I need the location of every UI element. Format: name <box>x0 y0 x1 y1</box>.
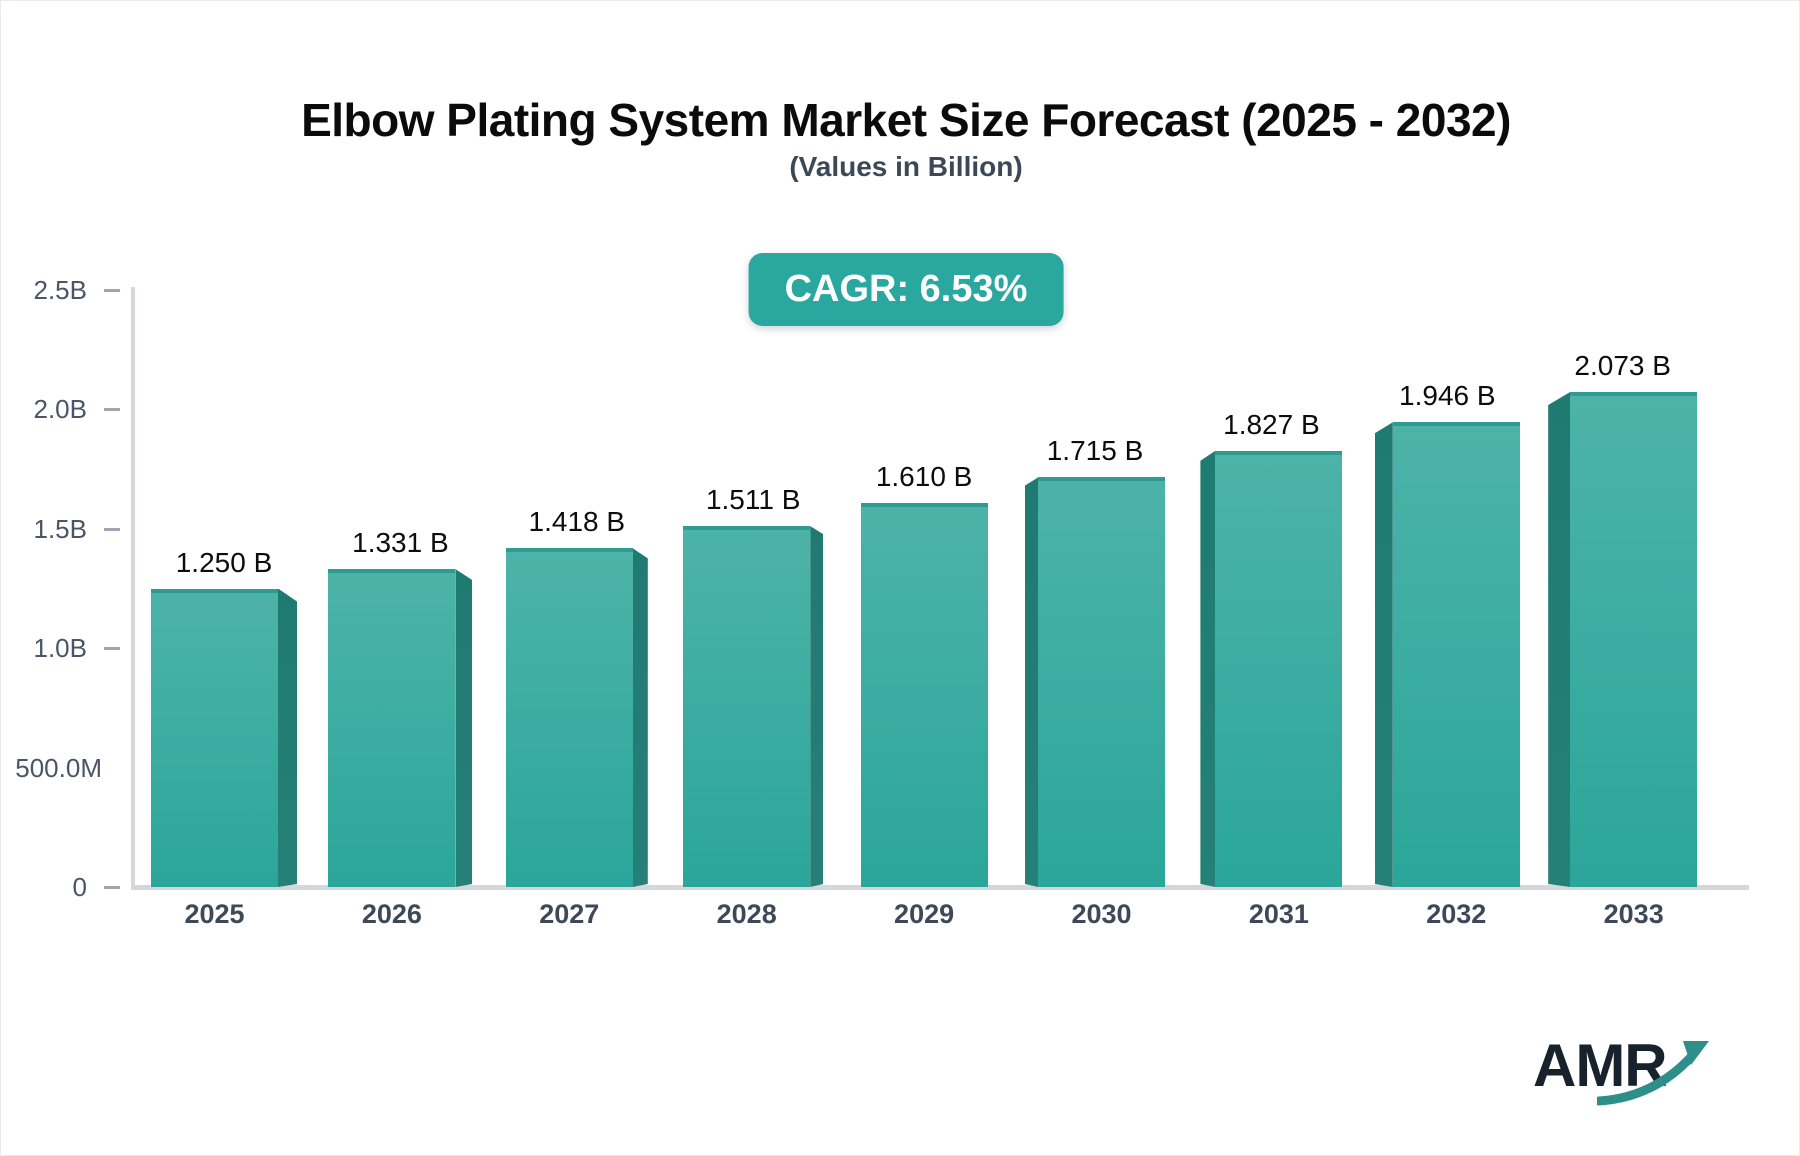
bar-value-label: 1.946 B <box>1399 380 1496 412</box>
bar-side-face <box>1200 450 1216 887</box>
bar-front-face <box>683 526 811 887</box>
y-tick-label: 2.5B <box>33 275 88 305</box>
bar-side-face <box>1374 422 1393 887</box>
bar-value-label: 1.418 B <box>528 506 626 538</box>
bar-side-face <box>810 526 824 887</box>
x-tick-label-2025: 2025 <box>184 899 245 929</box>
bar-side-face <box>1025 477 1038 887</box>
x-tick-label-2026: 2026 <box>361 899 422 929</box>
cagr-badge: CAGR: 6.53% <box>748 253 1064 326</box>
bar-front-face <box>1392 422 1520 887</box>
x-tick-label-2027: 2027 <box>539 899 600 929</box>
x-tick-label-2029: 2029 <box>894 899 955 929</box>
amr-logo: AMR <box>1533 1031 1723 1111</box>
chart-subtitle: (Values in Billion) <box>789 151 1023 182</box>
bar-side-face <box>278 588 297 887</box>
bar-2033 <box>1548 391 1698 887</box>
bar-front-face <box>328 569 456 887</box>
y-axis-line <box>131 287 135 887</box>
bar-side-face <box>1548 391 1571 887</box>
bar-front-face <box>1570 391 1698 887</box>
bar-front-face <box>860 502 988 887</box>
y-tick-dash <box>104 408 120 412</box>
trend-arrow-icon <box>1597 1041 1709 1106</box>
bar-value-label: 1.715 B <box>1046 435 1144 467</box>
x-tick-label-2032: 2032 <box>1426 899 1487 929</box>
bar-front-face <box>505 548 633 887</box>
x-tick-label-2028: 2028 <box>716 899 777 929</box>
bar-value-label: 1.331 B <box>352 527 449 559</box>
bar-value-label: 2.073 B <box>1574 349 1671 381</box>
y-tick-dash <box>104 886 120 889</box>
bar-value-label: 1.827 B <box>1223 408 1320 440</box>
x-tick-label-2033: 2033 <box>1603 899 1664 929</box>
bar-2027 <box>505 548 648 887</box>
bar-2028 <box>683 526 824 887</box>
bar-value-label: 1.250 B <box>175 546 273 578</box>
x-tick-label-2031: 2031 <box>1248 899 1309 929</box>
x-tick-label-2030: 2030 <box>1071 899 1132 929</box>
bar-2030 <box>1025 477 1165 887</box>
bar-front-face <box>1215 450 1343 887</box>
bar-2031 <box>1200 450 1343 887</box>
y-tick-label: 1.5B <box>33 513 88 544</box>
y-tick-dash <box>104 527 120 531</box>
y-tick-label: 2.0B <box>33 394 88 425</box>
bar-side-face <box>632 548 648 887</box>
bar-front-face <box>1038 477 1165 887</box>
y-tick-dash <box>104 289 120 292</box>
y-tick-dash <box>104 647 120 651</box>
bar-side-face <box>455 569 473 887</box>
x-axis-line <box>131 885 1749 890</box>
bar-value-label: 1.511 B <box>705 484 801 516</box>
bar-2032 <box>1374 422 1520 887</box>
chart-title: Elbow Plating System Market Size Forecas… <box>301 94 1511 146</box>
y-tick-label: 1.0B <box>33 633 88 664</box>
bar-2025 <box>151 588 297 887</box>
bar-2026 <box>328 569 473 887</box>
bar-2029 <box>860 502 988 887</box>
bar-front-face <box>151 588 278 887</box>
y-tick-label: 500.0M <box>15 752 102 783</box>
bar-value-label: 1.610 B <box>875 460 973 492</box>
y-tick-label: 0 <box>72 872 87 902</box>
